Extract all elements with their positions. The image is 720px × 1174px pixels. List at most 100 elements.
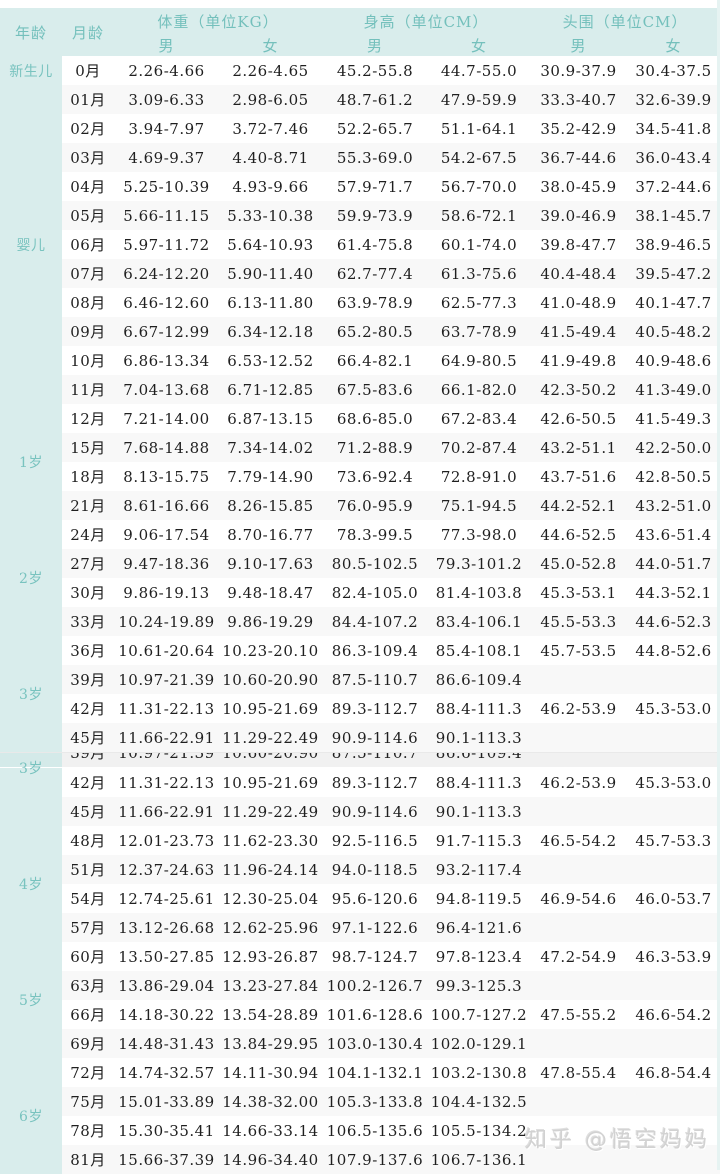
headcirc-female-cell: 46.3-53.9 <box>627 942 720 971</box>
height-female-cell: 88.4-111.3 <box>428 694 530 723</box>
weight-female-cell: 11.29-22.49 <box>219 797 322 826</box>
height-male-cell: 92.5-116.5 <box>322 826 428 855</box>
headcirc-male-cell: 33.3-40.7 <box>530 85 627 114</box>
table-row: 69月 14.48-31.43 13.84-29.95 103.0-130.4 102.… <box>0 1029 720 1058</box>
age-cell <box>0 462 62 491</box>
age-cell <box>0 723 62 752</box>
headcirc-female-cell: 45.3-53.0 <box>627 694 720 723</box>
weight-male-cell: 11.66-22.91 <box>114 797 219 826</box>
weight-male-cell: 15.30-35.41 <box>114 1116 219 1145</box>
table-row: 10月 6.86-13.34 6.53-12.52 66.4-82.1 64.9-80.… <box>0 346 720 375</box>
month-age-cell: 78月 <box>62 1116 114 1145</box>
table-row: 78月 15.30-35.41 14.66-33.14 106.5-135.6 105.… <box>0 1116 720 1145</box>
age-cell: 婴儿 <box>0 230 62 259</box>
age-cell <box>0 694 62 723</box>
age-cell <box>0 491 62 520</box>
weight-female-cell: 2.26-4.65 <box>219 56 322 85</box>
headcirc-female-cell: 45.3-53.0 <box>627 768 720 797</box>
month-age-cell: 39月 <box>62 753 114 767</box>
headcirc-male-cell: 46.9-54.6 <box>530 884 627 913</box>
height-male-cell: 67.5-83.6 <box>322 375 428 404</box>
age-cell <box>0 114 62 143</box>
headcirc-female-cell: 43.2-51.0 <box>627 491 720 520</box>
headcirc-female-cell <box>627 665 720 694</box>
month-age-cell: 08月 <box>62 288 114 317</box>
headcirc-male-cell: 44.6-52.5 <box>530 520 627 549</box>
table-row: 33月 10.24-19.89 9.86-19.29 84.4-107.2 83.4-1… <box>0 607 720 636</box>
weight-female-cell: 9.86-19.29 <box>219 607 322 636</box>
headcirc-male-cell: 30.9-37.9 <box>530 56 627 85</box>
age-cell <box>0 404 62 433</box>
headcirc-female-cell: 39.5-47.2 <box>627 259 720 288</box>
table-row: 42月 11.31-22.13 10.95-21.69 89.3-112.7 88.4-… <box>0 694 720 723</box>
height-female-cell: 66.1-82.0 <box>428 375 530 404</box>
age-group-label: 4岁 <box>19 877 43 893</box>
height-male-cell: 73.6-92.4 <box>322 462 428 491</box>
height-female-cell: 106.7-136.1 <box>428 1145 530 1174</box>
weight-female-cell: 8.26-15.85 <box>219 491 322 520</box>
weight-female-cell: 5.33-10.38 <box>219 201 322 230</box>
height-female-cell: 86.6-109.4 <box>428 665 530 694</box>
watermark: 知乎 @悟空妈妈 <box>525 1128 710 1153</box>
table-row: 2岁 27月 9.47-18.36 9.10-17.63 80.5-102.5 79.3-… <box>0 549 720 587</box>
headcirc-male-cell <box>530 723 627 752</box>
table-row: 36月 10.61-20.64 10.23-20.10 86.3-109.4 85.4-… <box>0 636 720 665</box>
height-male-cell: 66.4-82.1 <box>322 346 428 375</box>
headcirc-male-cell: 47.8-55.4 <box>530 1058 627 1087</box>
growth-standards-table: 年龄 月龄 体重（单位KG） 身高（单位CM） 头围（单位CM） 男 女 男 女… <box>0 8 720 1174</box>
height-female-cell: 105.5-134.2 <box>428 1116 530 1145</box>
height-female-cell: 93.2-117.4 <box>428 855 530 884</box>
weight-female-cell: 7.79-14.90 <box>219 462 322 491</box>
headcirc-male-cell: 39.8-47.7 <box>530 230 627 259</box>
header-headcirc-female: 女 <box>665 36 682 55</box>
headcirc-female-cell <box>627 723 720 752</box>
month-age-cell: 33月 <box>62 607 114 636</box>
table-row: 1岁 15月 7.68-14.88 7.34-14.02 71.2-88.9 70.2-8… <box>0 433 720 471</box>
weight-male-cell: 15.01-33.89 <box>114 1087 219 1116</box>
headcirc-male-cell: 38.0-45.9 <box>530 172 627 201</box>
table-row: 54月 12.74-25.61 12.30-25.04 95.6-120.6 94.8-… <box>0 884 720 913</box>
month-age-cell: 18月 <box>62 462 114 491</box>
height-male-cell: 65.2-80.5 <box>322 317 428 346</box>
weight-male-cell: 4.69-9.37 <box>114 143 219 172</box>
headcirc-male-cell <box>530 753 627 767</box>
weight-male-cell: 10.24-19.89 <box>114 607 219 636</box>
headcirc-female-cell: 44.3-52.1 <box>627 578 720 607</box>
month-age-cell: 07月 <box>62 259 114 288</box>
age-cell <box>0 753 62 767</box>
weight-male-cell: 9.06-17.54 <box>114 520 219 549</box>
headcirc-female-cell: 46.6-54.2 <box>627 1000 720 1029</box>
height-female-cell: 104.4-132.5 <box>428 1087 530 1116</box>
height-male-cell: 80.5-102.5 <box>322 549 428 578</box>
headcirc-female-cell: 42.8-50.5 <box>627 462 720 491</box>
headcirc-male-cell: 39.0-46.9 <box>530 201 627 230</box>
headcirc-male-cell <box>530 1145 627 1174</box>
headcirc-male-cell: 47.5-55.2 <box>530 1000 627 1029</box>
month-age-cell: 39月 <box>62 665 114 694</box>
weight-female-cell: 10.95-21.69 <box>219 768 322 797</box>
height-male-cell: 55.3-69.0 <box>322 143 428 172</box>
header-weight-female: 女 <box>262 36 279 55</box>
age-cell <box>0 85 62 114</box>
height-female-cell: 103.2-130.8 <box>428 1058 530 1087</box>
weight-male-cell: 13.86-29.04 <box>114 971 219 1000</box>
height-male-cell: 48.7-61.2 <box>322 85 428 114</box>
table-row: 05月 5.66-11.15 5.33-10.38 59.9-73.9 58.6-72.… <box>0 201 720 230</box>
age-cell: 4岁 <box>0 855 62 893</box>
month-age-cell: 27月 <box>62 549 114 578</box>
header-weight-group: 体重（单位KG） <box>157 12 279 31</box>
height-female-cell: 70.2-87.4 <box>428 433 530 462</box>
month-age-cell: 12月 <box>62 404 114 433</box>
height-male-cell: 62.7-77.4 <box>322 259 428 288</box>
headcirc-female-cell: 41.5-49.3 <box>627 404 720 433</box>
headcirc-female-cell: 34.5-41.8 <box>627 114 720 143</box>
table-row: 12月 7.21-14.00 6.87-13.15 68.6-85.0 67.2-83.… <box>0 404 720 433</box>
month-age-cell: 04月 <box>62 172 114 201</box>
headcirc-female-cell <box>627 1145 720 1174</box>
age-cell <box>0 607 62 636</box>
headcirc-male-cell <box>530 855 627 884</box>
month-age-cell: 63月 <box>62 971 114 1000</box>
headcirc-male-cell: 40.4-48.4 <box>530 259 627 288</box>
header-weight-male: 男 <box>158 36 175 55</box>
age-group-label: 5岁 <box>19 993 43 1009</box>
